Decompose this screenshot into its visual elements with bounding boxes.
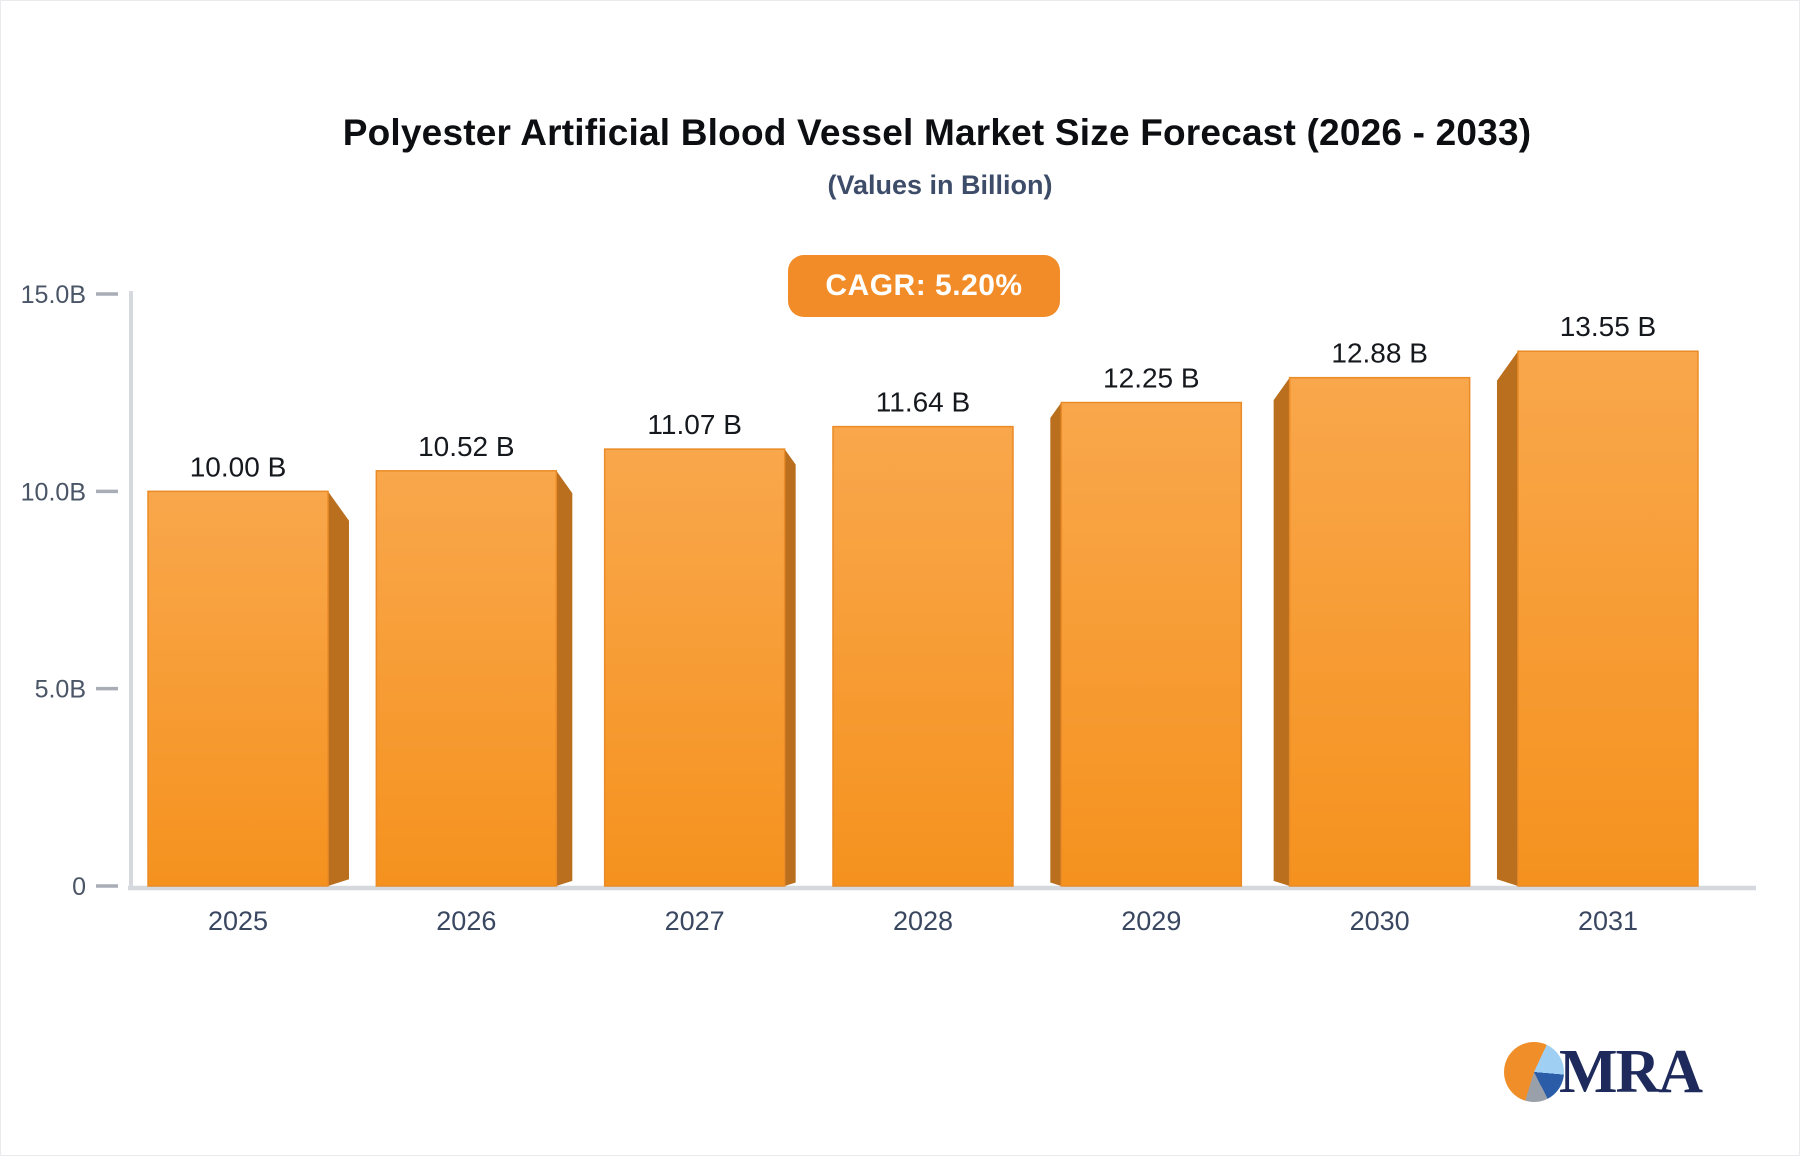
y-tick-label: 0 xyxy=(72,873,86,901)
logo: MRA xyxy=(1504,1038,1703,1106)
chart-title: Polyester Artificial Blood Vessel Market… xyxy=(342,112,1532,153)
x-tick-label: 2027 xyxy=(665,906,725,936)
x-tick-label: 2029 xyxy=(1121,906,1181,936)
bar xyxy=(832,425,1014,887)
x-tick-label: 2026 xyxy=(436,906,496,936)
bar xyxy=(1517,350,1699,887)
x-tick-label: 2025 xyxy=(208,906,268,936)
bar-side-3d xyxy=(1496,351,1518,886)
bar xyxy=(603,448,786,887)
bar-value-label: 13.55 B xyxy=(1560,311,1657,342)
bar-side-3d xyxy=(328,491,349,886)
logo-text: MRA xyxy=(1559,1038,1703,1106)
bar-value-label: 12.25 B xyxy=(1103,363,1200,394)
bar xyxy=(375,470,558,887)
bar xyxy=(1288,376,1471,887)
bar-value-label: 11.64 B xyxy=(876,387,970,418)
bar-side-3d xyxy=(556,470,573,886)
bar-value-label: 11.07 B xyxy=(647,409,741,440)
pie-chart-logo-icon xyxy=(1504,1042,1564,1102)
chart-subtitle: (Values in Billion) xyxy=(827,170,1053,200)
x-tick-label: 2031 xyxy=(1578,906,1638,936)
bar-side-3d xyxy=(1273,377,1290,886)
cagr-badge: CAGR: 5.20% xyxy=(788,255,1060,317)
y-tick-label: 10.0B xyxy=(21,478,86,506)
bar-side-3d xyxy=(784,449,796,886)
bar-side-3d xyxy=(1050,402,1062,886)
bar-value-label: 12.88 B xyxy=(1331,338,1428,369)
y-tick-label: 15.0B xyxy=(21,281,86,309)
bar xyxy=(1060,401,1243,887)
bar-value-label: 10.52 B xyxy=(418,431,515,462)
y-tick-label: 5.0B xyxy=(35,676,86,704)
x-tick-label: 2028 xyxy=(893,906,953,936)
bar xyxy=(147,490,329,887)
x-tick-label: 2030 xyxy=(1350,906,1410,936)
bar-value-label: 10.00 B xyxy=(190,451,287,482)
